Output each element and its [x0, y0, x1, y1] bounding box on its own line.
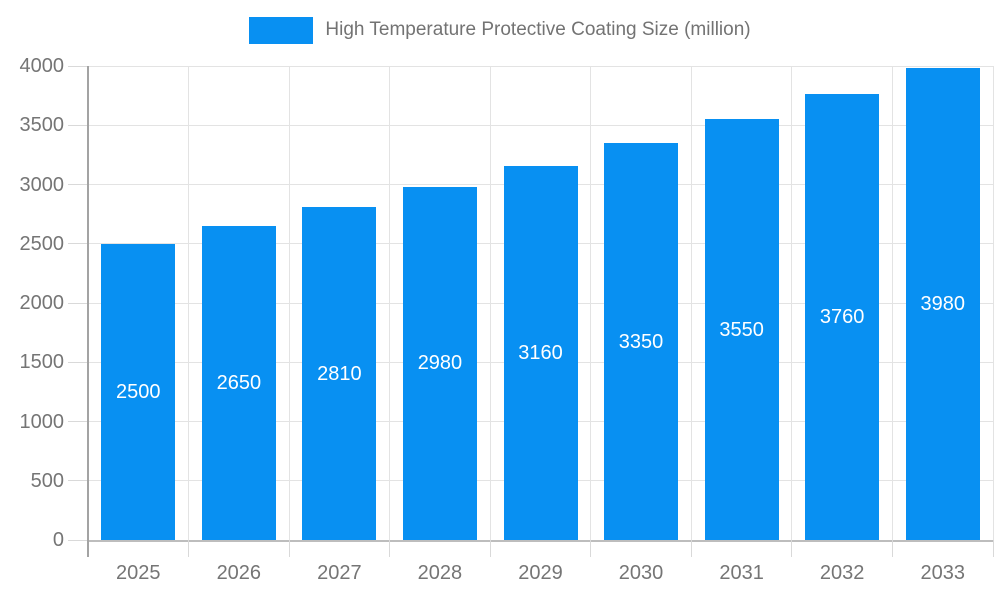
- x-tick-mark: [690, 540, 692, 557]
- x-tick-mark: [992, 540, 994, 557]
- x-grid-line: [992, 66, 994, 540]
- bar-value-label: 3550: [719, 318, 764, 341]
- x-tick-label: 2029: [518, 562, 563, 584]
- legend-swatch: [249, 16, 314, 44]
- y-grid-line: [88, 124, 993, 126]
- x-tick-label: 2025: [116, 562, 161, 584]
- bar: [302, 207, 377, 540]
- y-tick-mark: [68, 184, 88, 185]
- bar-value-label: 3350: [618, 330, 664, 353]
- bar-value-label: 2500: [116, 380, 161, 403]
- x-grid-line: [590, 66, 592, 540]
- y-tick-label: 2000: [19, 292, 65, 314]
- bar-value-label: 3760: [819, 306, 865, 329]
- x-grid-line: [489, 66, 491, 540]
- bar-value-label: 2980: [417, 352, 463, 375]
- bar: [402, 186, 477, 540]
- y-tick-mark: [68, 361, 88, 363]
- x-grid-line: [389, 66, 391, 540]
- bar: [503, 165, 578, 540]
- y-tick-label: 2500: [19, 232, 65, 255]
- x-tick-mark: [288, 540, 290, 557]
- x-tick-label: 2028: [417, 562, 463, 584]
- y-tick-label: 1500: [19, 351, 65, 374]
- y-tick-mark: [68, 480, 88, 482]
- x-tick-mark: [489, 540, 491, 557]
- x-grid-line: [690, 66, 692, 540]
- x-tick-label: 2033: [920, 562, 965, 584]
- y-axis-line: [87, 66, 89, 557]
- y-tick-label: 3000: [19, 173, 65, 196]
- bar: [201, 225, 276, 540]
- y-tick-mark: [68, 539, 88, 541]
- y-tick-mark: [68, 65, 88, 67]
- y-tick-label: 4000: [19, 55, 65, 77]
- x-tick-label: 2026: [216, 562, 262, 584]
- x-grid-line: [288, 66, 290, 540]
- y-tick-label: 1000: [19, 410, 65, 433]
- y-tick-label: 0: [52, 529, 64, 551]
- y-grid-line: [88, 539, 993, 542]
- bar-value-label: 3980: [920, 293, 965, 316]
- bar-value-label: 2650: [216, 371, 262, 394]
- x-grid-line: [791, 66, 793, 540]
- x-tick-mark: [791, 540, 793, 557]
- y-tick-mark: [68, 421, 88, 422]
- bar-value-label: 2810: [317, 362, 362, 385]
- legend-label: High Temperature Protective Coating Size…: [325, 19, 751, 40]
- bar: [604, 143, 679, 540]
- y-grid-line: [88, 65, 993, 67]
- x-grid-line: [891, 66, 893, 540]
- y-tick-mark: [68, 124, 88, 126]
- x-tick-label: 2032: [819, 562, 865, 584]
- x-tick-mark: [891, 540, 893, 557]
- x-tick-mark: [389, 540, 391, 557]
- x-tick-label: 2030: [618, 562, 664, 584]
- legend: High Temperature Protective Coating Size…: [0, 16, 1000, 44]
- bar: [805, 94, 880, 540]
- x-tick-mark: [188, 540, 190, 557]
- x-tick-label: 2031: [719, 562, 764, 584]
- bar-value-label: 3160: [518, 341, 563, 364]
- y-tick-mark: [68, 243, 88, 245]
- x-tick-mark: [590, 540, 592, 557]
- bar: [704, 119, 779, 540]
- bar: [905, 68, 980, 540]
- y-tick-label: 500: [30, 469, 64, 492]
- bar: [101, 243, 176, 540]
- y-tick-mark: [68, 302, 88, 304]
- y-tick-label: 3500: [19, 114, 65, 137]
- x-tick-label: 2027: [317, 562, 362, 584]
- x-grid-line: [188, 66, 190, 540]
